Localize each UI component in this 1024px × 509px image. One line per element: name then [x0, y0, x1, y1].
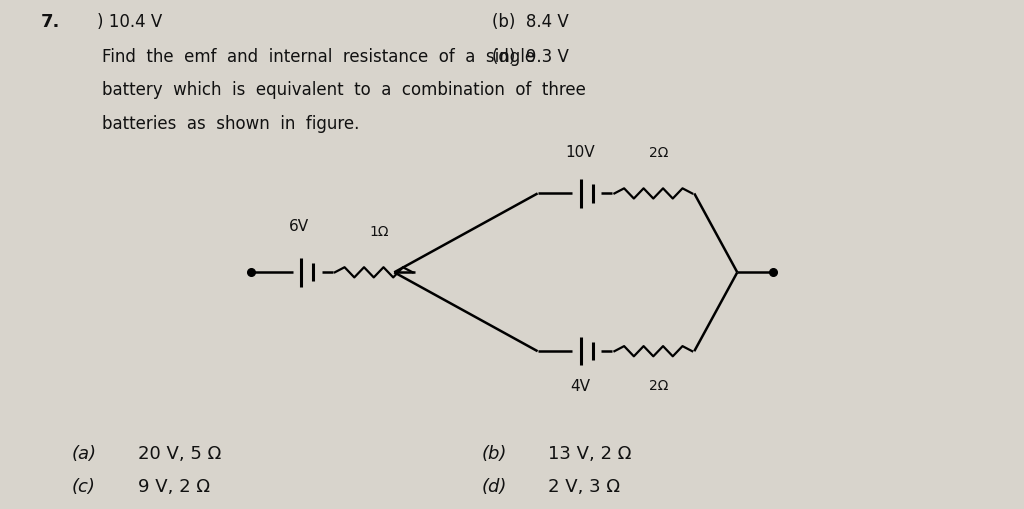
Text: 2Ω: 2Ω — [649, 379, 668, 393]
Text: (a): (a) — [72, 445, 96, 463]
Text: 9 V, 2 Ω: 9 V, 2 Ω — [138, 478, 210, 496]
Text: 2Ω: 2Ω — [649, 146, 668, 160]
Text: ) 10.4 V: ) 10.4 V — [97, 13, 163, 31]
Text: 1Ω: 1Ω — [369, 225, 389, 239]
Text: Find  the  emf  and  internal  resistance  of  a  single: Find the emf and internal resistance of … — [102, 48, 536, 66]
Text: 20 V, 5 Ω: 20 V, 5 Ω — [138, 445, 221, 463]
Text: 13 V, 2 Ω: 13 V, 2 Ω — [548, 445, 631, 463]
Text: (b): (b) — [481, 445, 507, 463]
Text: (b)  8.4 V: (b) 8.4 V — [492, 13, 568, 31]
Text: 6V: 6V — [289, 219, 309, 234]
Text: 4V: 4V — [570, 379, 591, 394]
Text: (d): (d) — [481, 478, 507, 496]
Text: 10V: 10V — [566, 146, 595, 160]
Text: battery  which  is  equivalent  to  a  combination  of  three: battery which is equivalent to a combina… — [102, 81, 587, 99]
Text: (c): (c) — [72, 478, 95, 496]
Text: (d)  9.3 V: (d) 9.3 V — [492, 48, 568, 66]
Text: 2 V, 3 Ω: 2 V, 3 Ω — [548, 478, 620, 496]
Text: 7.: 7. — [41, 13, 60, 31]
Text: batteries  as  shown  in  figure.: batteries as shown in figure. — [102, 115, 359, 132]
